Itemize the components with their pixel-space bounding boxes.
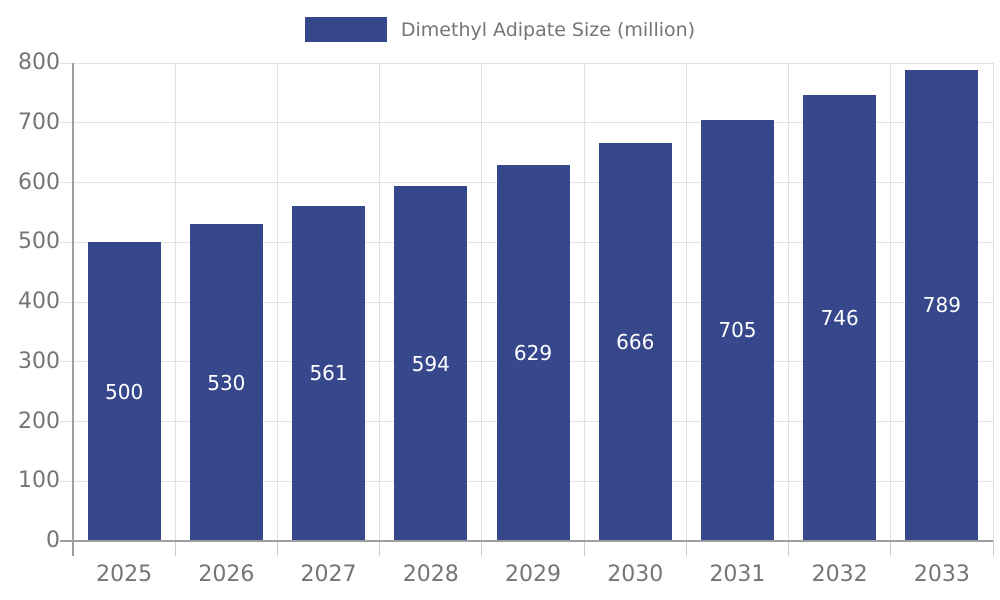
x-gridline	[583, 63, 585, 541]
x-axis-tick	[992, 541, 994, 556]
bar-2033	[905, 69, 979, 541]
x-axis-tick	[685, 541, 687, 556]
y-axis-label: 400	[18, 289, 60, 314]
bar-2025	[87, 242, 161, 541]
x-axis-label: 2032	[811, 562, 868, 587]
bar-2030	[598, 143, 672, 541]
bar-2027	[292, 205, 366, 541]
x-axis-label: 2025	[96, 562, 153, 587]
x-axis-label: 2029	[504, 562, 561, 587]
x-gridline	[379, 63, 381, 541]
bar-value-label: 705	[718, 318, 757, 343]
legend-label: Dimethyl Adipate Size (million)	[400, 18, 696, 41]
y-axis-line	[72, 63, 74, 556]
bar-value-label: 746	[820, 306, 859, 331]
bar-value-label: 530	[207, 370, 246, 395]
x-gridline	[788, 63, 790, 541]
bar-value-label: 594	[411, 351, 450, 376]
y-axis-label: 0	[46, 528, 60, 553]
x-gridline	[174, 63, 176, 541]
y-gridline	[60, 62, 993, 64]
x-gridline	[890, 63, 892, 541]
x-gridline	[481, 63, 483, 541]
bar-2029	[496, 165, 570, 541]
x-axis-label: 2030	[607, 562, 664, 587]
x-axis-label: 2033	[913, 562, 970, 587]
y-axis-label: 500	[18, 229, 60, 255]
y-gridline	[60, 122, 993, 124]
bar-value-label: 666	[616, 330, 655, 355]
x-axis-label: 2026	[198, 562, 255, 587]
bar-2028	[394, 186, 468, 541]
bar-2031	[700, 119, 774, 541]
bar-2032	[803, 95, 877, 541]
bar-value-label: 789	[922, 293, 961, 318]
bar-value-label: 561	[309, 361, 348, 386]
y-axis-label: 600	[18, 169, 60, 195]
y-axis-label: 200	[18, 408, 60, 434]
legend-swatch	[304, 17, 387, 42]
x-axis-tick	[788, 541, 790, 556]
x-axis-tick	[276, 541, 278, 556]
bar-2026	[189, 224, 263, 541]
x-axis-tick	[890, 541, 892, 556]
x-axis-tick	[583, 541, 585, 556]
y-axis-label: 800	[18, 50, 60, 75]
x-axis-line	[60, 540, 993, 542]
x-gridline	[276, 63, 278, 541]
y-axis-label: 100	[18, 468, 60, 494]
bar-value-label: 500	[105, 379, 144, 404]
y-axis-label: 700	[18, 109, 60, 135]
x-axis-label: 2027	[300, 562, 357, 587]
x-axis-tick	[379, 541, 381, 556]
x-axis-label: 2031	[709, 562, 766, 587]
x-gridline	[685, 63, 687, 541]
y-axis-label: 300	[18, 348, 60, 374]
x-axis-label: 2028	[402, 562, 459, 587]
bar-value-label: 629	[513, 341, 553, 366]
legend-item[interactable]: Dimethyl Adipate Size (million)	[0, 17, 1000, 42]
x-axis-tick	[481, 541, 483, 556]
x-gridline	[992, 63, 994, 541]
x-axis-tick	[174, 541, 176, 556]
